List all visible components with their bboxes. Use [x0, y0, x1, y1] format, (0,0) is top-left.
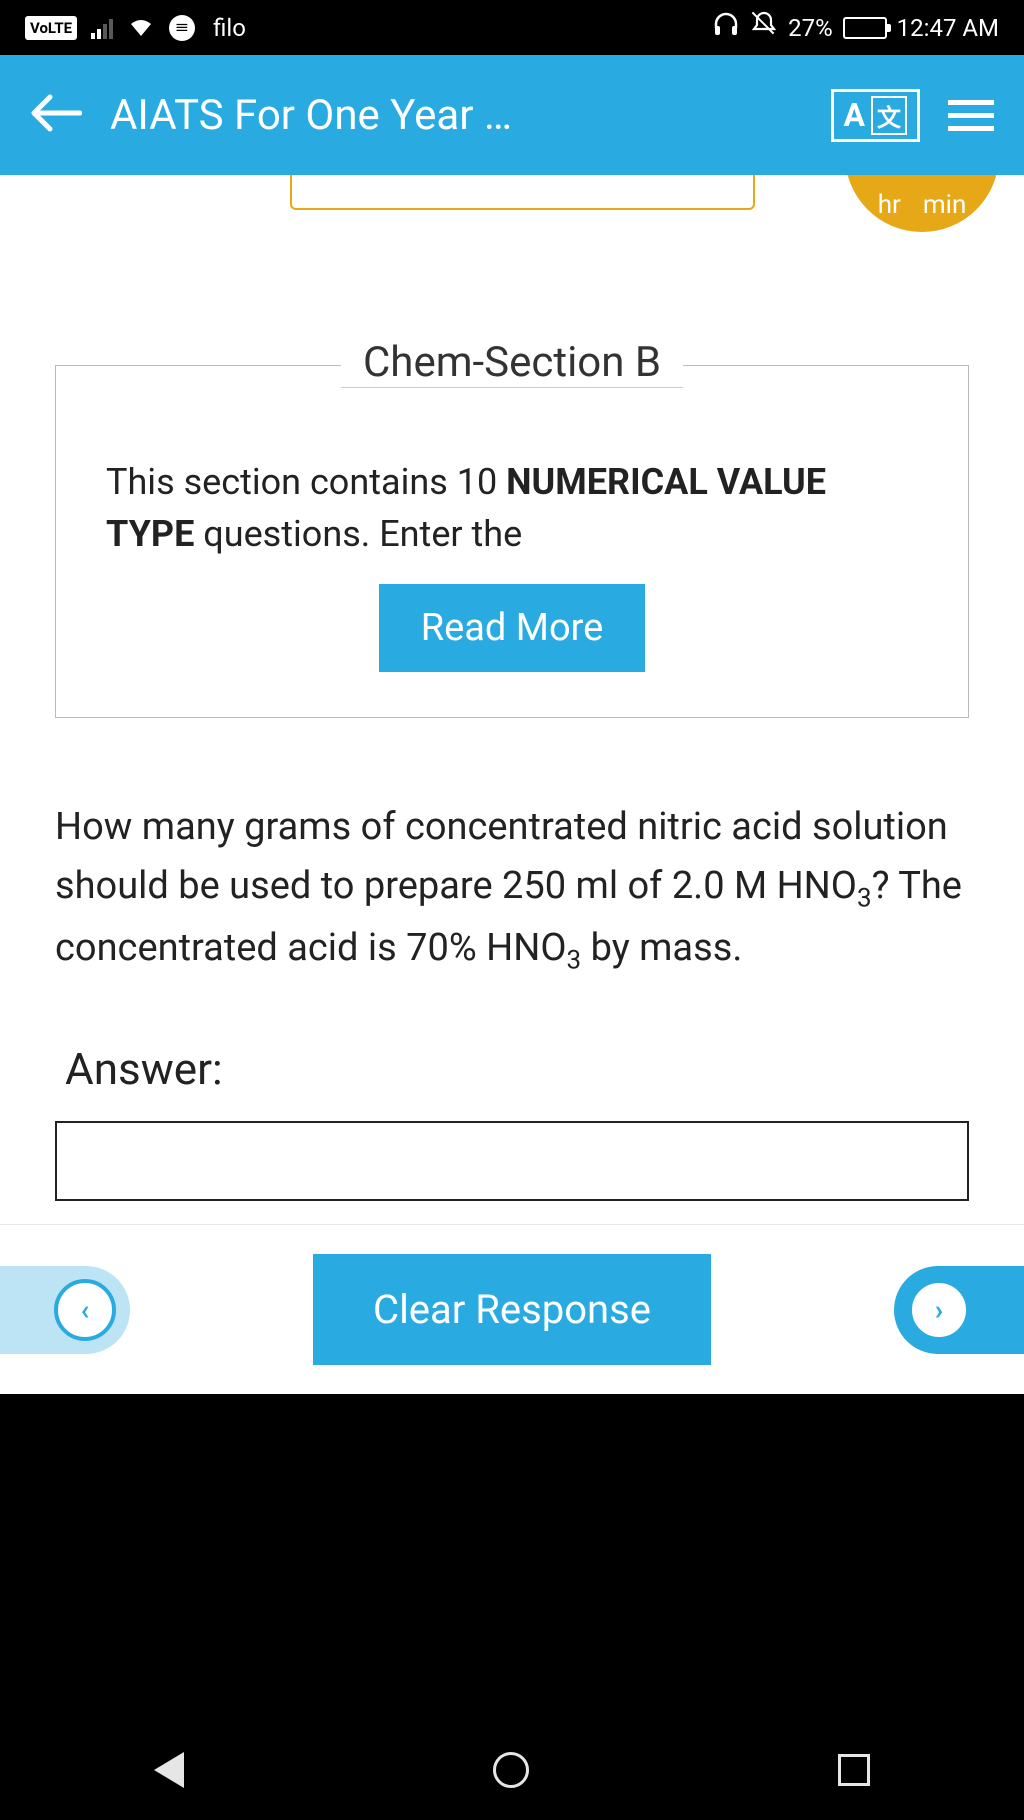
read-more-button[interactable]: Read More [379, 584, 646, 672]
answer-input[interactable] [55, 1121, 969, 1201]
android-home-icon[interactable] [493, 1752, 529, 1788]
main-content: hr min Chem-Section B This section conta… [0, 175, 1024, 1394]
headphones-icon [712, 10, 740, 45]
android-status-bar: VoLTE filo 27% 12:47 AM [0, 0, 1024, 55]
wifi-icon [127, 13, 155, 43]
timer-hr-label: hr [878, 190, 901, 220]
lang-a-label: A [844, 96, 866, 134]
spotify-icon [169, 15, 195, 41]
language-toggle[interactable]: A 文 [831, 89, 921, 142]
partial-top-strip: hr min [0, 175, 1024, 255]
section-title: Chem-Section B [341, 338, 683, 388]
bottom-action-bar: ‹ Clear Response › [0, 1224, 1024, 1394]
android-back-icon[interactable] [154, 1752, 184, 1788]
question-text: How many grams of concentrated nitric ac… [55, 798, 969, 981]
signal-icon [91, 17, 113, 39]
lang-b-label: 文 [871, 96, 907, 135]
page-title: AIATS For One Year … [110, 91, 803, 140]
next-question-button[interactable]: › [894, 1266, 1024, 1354]
bell-muted-icon [750, 10, 778, 45]
chevron-right-icon: › [908, 1279, 970, 1341]
chevron-left-icon: ‹ [54, 1279, 116, 1341]
battery-icon [843, 17, 887, 39]
battery-percent: 27% [788, 14, 833, 42]
section-info-card: Chem-Section B This section contains 10 … [55, 365, 969, 718]
timer-min-label: min [923, 190, 966, 220]
clock-text: 12:47 AM [897, 14, 999, 42]
answer-label: Answer: [65, 1043, 959, 1095]
timer-badge: hr min [842, 175, 1002, 235]
android-recent-icon[interactable] [838, 1754, 870, 1786]
status-left-group: VoLTE filo [25, 13, 246, 43]
prev-question-button[interactable]: ‹ [0, 1266, 130, 1354]
status-app-label: filo [213, 14, 246, 42]
menu-icon[interactable] [948, 100, 994, 131]
clear-response-button[interactable]: Clear Response [313, 1254, 711, 1365]
app-header: AIATS For One Year … A 文 [0, 55, 1024, 175]
back-icon[interactable] [30, 85, 82, 146]
status-right-group: 27% 12:47 AM [712, 10, 999, 45]
letterbox-gap [0, 1394, 1024, 1720]
section-instructions: This section contains 10 NUMERICAL VALUE… [106, 456, 918, 556]
question-palette-box[interactable] [290, 175, 755, 210]
volte-icon: VoLTE [25, 16, 77, 40]
android-nav-bar [0, 1720, 1024, 1820]
